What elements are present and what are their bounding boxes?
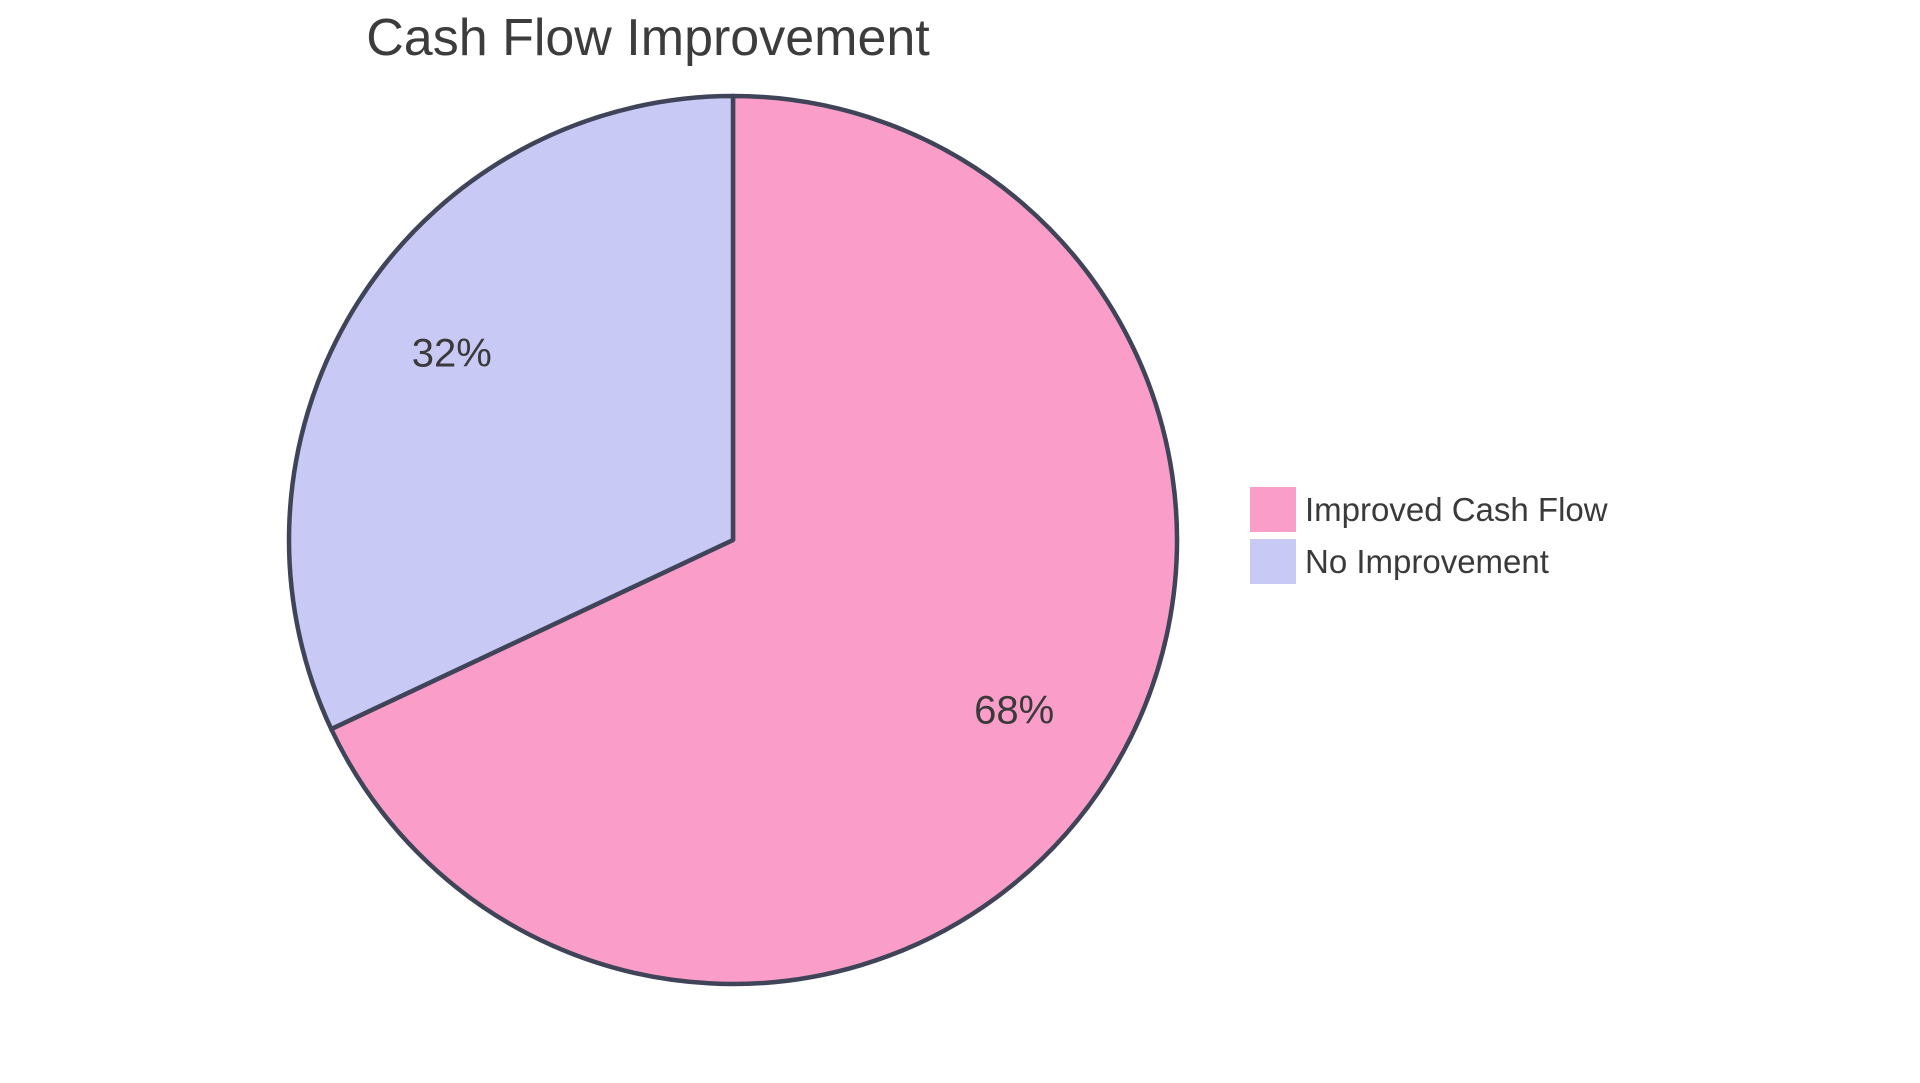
legend-item-no-improvement: No Improvement <box>1250 539 1608 584</box>
pie-slice-no-improvement <box>286 93 736 732</box>
legend: Improved Cash Flow No Improvement <box>1250 487 1608 584</box>
slice-value-label-32%: 32% <box>412 332 492 376</box>
legend-swatch-improved-cash-flow <box>1250 487 1296 532</box>
legend-item-improved-cash-flow: Improved Cash Flow <box>1250 487 1608 532</box>
legend-label-improved-cash-flow: Improved Cash Flow <box>1305 490 1608 528</box>
chart-title: Cash Flow Improvement <box>366 9 930 67</box>
legend-label-no-improvement: No Improvement <box>1305 542 1549 580</box>
slice-value-label-68%: 68% <box>974 688 1054 732</box>
pie-slice-improved-cash-flow <box>329 93 1180 987</box>
legend-swatch-no-improvement <box>1250 539 1296 584</box>
